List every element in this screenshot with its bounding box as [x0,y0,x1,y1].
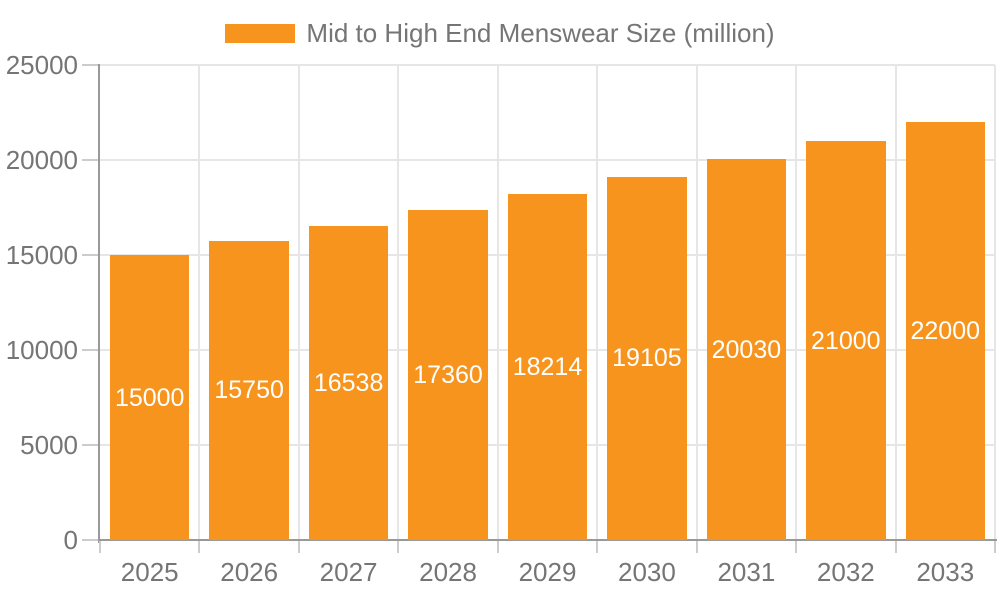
bar-value-label: 20030 [711,335,782,364]
legend[interactable]: Mid to High End Menswear Size (million) [0,19,1000,47]
y-axis-tick [82,254,98,256]
bar-2029[interactable]: 18214 [507,193,588,540]
x-axis-tick [198,541,201,553]
y-tick-label: 0 [63,525,78,555]
bar-value-label: 15750 [214,376,284,405]
bar-2032[interactable]: 21000 [806,141,886,540]
bar-value-label: 18214 [512,352,583,381]
x-axis-tick [695,541,698,553]
v-gridline [198,65,201,540]
bar-value-label: 16538 [313,368,384,397]
y-axis-tick [82,64,98,66]
y-tick-label: 15000 [5,240,78,270]
v-gridline [695,65,698,540]
x-tick-label: 2029 [518,557,577,587]
y-axis-tick [82,349,98,351]
y-axis-tick [82,444,98,446]
x-axis-tick [99,541,101,553]
x-tick-label: 2031 [717,557,776,587]
x-axis-tick [297,541,300,553]
x-tick-label: 2025 [120,557,179,587]
h-gridline [100,159,995,161]
x-tick-label: 2028 [419,557,477,587]
bar-value-label: 19105 [612,344,682,373]
bar-value-label: 15000 [114,383,185,412]
y-tick-label: 25000 [5,50,78,80]
x-tick-label: 2032 [816,557,875,587]
bar-value-label: 17360 [413,361,483,390]
v-gridline [496,65,499,540]
x-axis-tick [894,541,897,553]
bar-2028[interactable]: 17360 [408,210,488,540]
x-axis-tick [397,541,400,553]
y-tick-label: 5000 [20,430,78,460]
x-axis-tick [994,541,996,553]
x-axis-tick [795,541,798,553]
bar-2025[interactable]: 15000 [109,255,190,540]
x-tick-label: 2027 [319,557,378,587]
y-axis-line [98,64,100,543]
x-axis-tick [496,541,499,553]
bar-value-label: 22000 [910,317,981,345]
x-tick-label: 2026 [220,557,279,587]
bar-2031[interactable]: 20030 [706,159,787,540]
x-axis-line [98,539,997,541]
bar-2026[interactable]: 15750 [209,240,289,540]
x-tick-label: 2030 [618,557,676,587]
v-gridline [795,65,798,540]
bar-2033[interactable]: 22000 [905,122,986,540]
legend-label: Mid to High End Menswear Size (million) [306,18,775,48]
plot-area: 15000 15750 16538 17360 18214 19105 20030 21000… [6,52,997,585]
y-axis-tick [82,159,98,161]
h-gridline [100,64,995,66]
bar-2030[interactable]: 19105 [607,177,687,540]
y-tick-label: 10000 [5,335,78,365]
bar-2027[interactable]: 16538 [308,225,389,540]
y-axis-tick [82,539,98,541]
v-gridline [596,65,599,540]
v-gridline [894,65,897,540]
x-tick-label: 2033 [916,557,975,587]
bar-value-label: 21000 [811,326,881,355]
v-gridline [994,65,996,540]
v-gridline [297,65,300,540]
legend-swatch [225,23,296,43]
x-axis-tick [596,541,599,553]
y-tick-label: 20000 [5,145,78,175]
v-gridline [397,65,400,540]
